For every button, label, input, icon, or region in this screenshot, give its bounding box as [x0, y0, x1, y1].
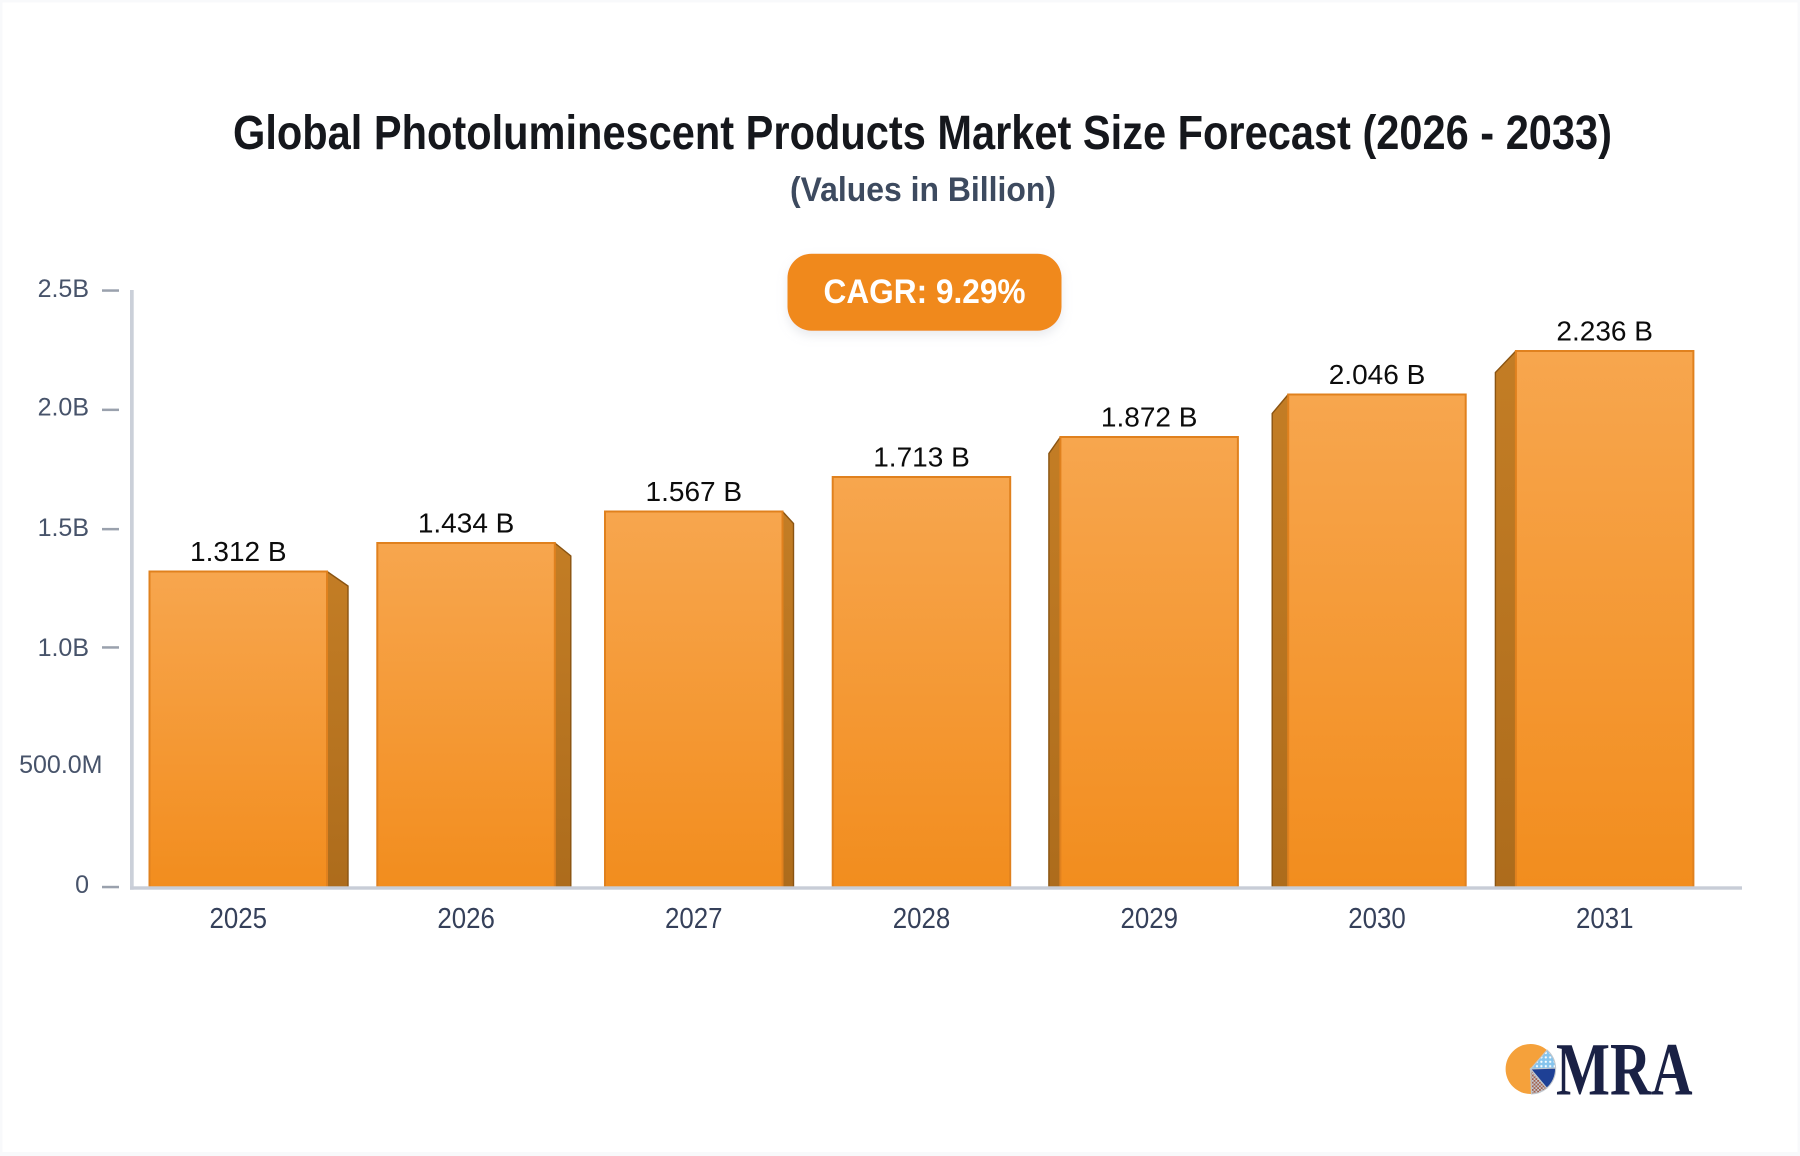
svg-text:2029: 2029 — [1120, 903, 1178, 935]
svg-text:MRA: MRA — [1556, 1029, 1693, 1112]
svg-text:2031: 2031 — [1576, 903, 1634, 935]
svg-text:1.5B: 1.5B — [38, 514, 89, 542]
svg-text:2.0B: 2.0B — [38, 394, 89, 422]
svg-text:0: 0 — [75, 871, 89, 899]
svg-text:2.5B: 2.5B — [38, 275, 89, 303]
svg-text:CAGR: 9.29%: CAGR: 9.29% — [824, 273, 1026, 311]
svg-text:1.567 B: 1.567 B — [646, 476, 743, 507]
svg-text:1.713 B: 1.713 B — [873, 442, 970, 473]
svg-text:2.236 B: 2.236 B — [1556, 316, 1653, 347]
svg-text:1.434 B: 1.434 B — [418, 508, 515, 539]
svg-text:1.0B: 1.0B — [38, 634, 89, 662]
svg-text:Global Photoluminescent Produc: Global Photoluminescent Products Market … — [233, 107, 1612, 160]
svg-text:2026: 2026 — [437, 903, 495, 935]
svg-text:1.312 B: 1.312 B — [190, 536, 287, 567]
svg-text:500.0M: 500.0M — [19, 751, 102, 779]
svg-text:2030: 2030 — [1348, 903, 1406, 935]
svg-text:2028: 2028 — [893, 903, 951, 935]
svg-text:2027: 2027 — [665, 903, 723, 935]
svg-text:1.872 B: 1.872 B — [1101, 402, 1198, 433]
svg-text:2025: 2025 — [210, 903, 268, 935]
svg-text:2.046 B: 2.046 B — [1329, 359, 1426, 390]
svg-text:(Values in Billion): (Values in Billion) — [790, 171, 1056, 209]
